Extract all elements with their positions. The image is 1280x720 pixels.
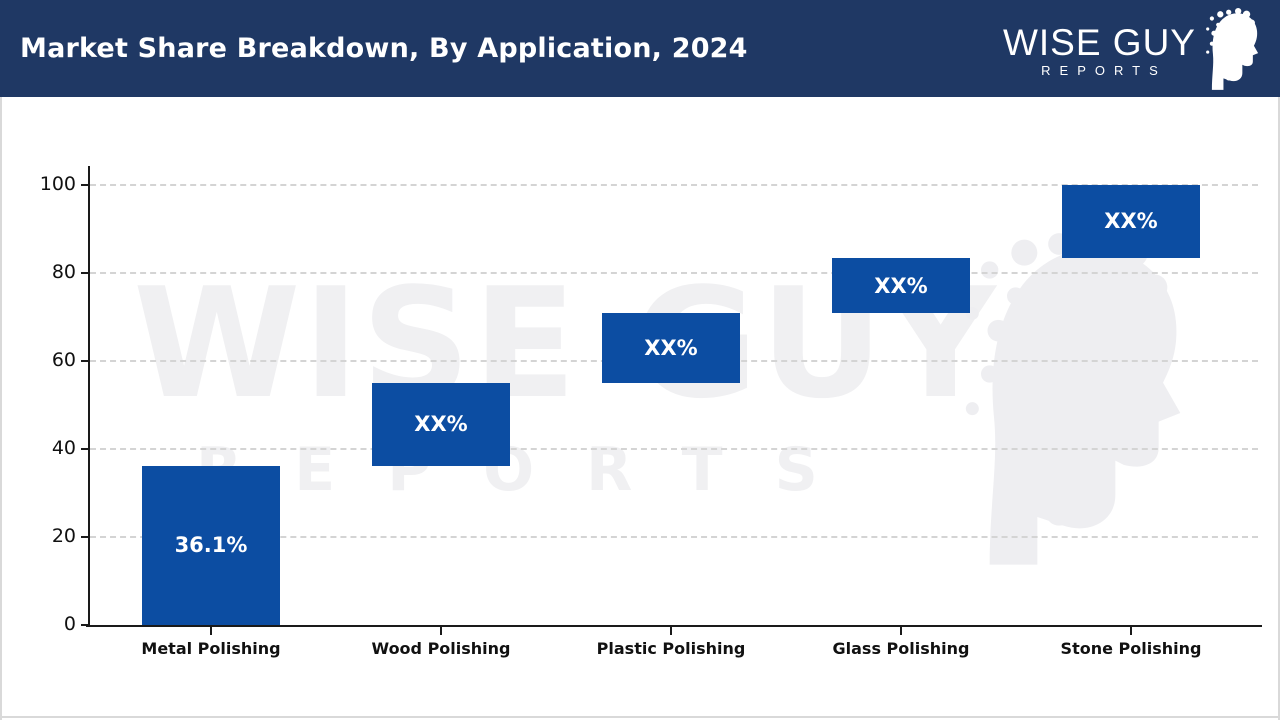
y-axis: [88, 166, 90, 627]
logo-text: WISE GUY REPORTS: [1003, 24, 1196, 77]
bar-metal-polishing: 36.1%: [142, 465, 280, 625]
bar-stone-polishing: XX%: [1062, 184, 1200, 259]
y-tick-label: 40: [51, 436, 76, 459]
y-tick: [81, 535, 90, 538]
bar-glass-polishing: XX%: [832, 258, 970, 314]
y-tick: [81, 359, 90, 362]
bar-value-label: XX%: [644, 335, 698, 360]
header-bar: Market Share Breakdown, By Application, …: [0, 0, 1280, 97]
gridline: [90, 447, 1258, 450]
logo-subtitle: REPORTS: [1041, 62, 1167, 78]
bar-plastic-polishing: XX%: [602, 313, 740, 383]
y-tick-label: 100: [39, 172, 76, 195]
y-tick-label: 80: [51, 260, 76, 283]
x-tick-label-wood-polishing: Wood Polishing: [371, 639, 511, 658]
page-border-right: [1278, 97, 1280, 720]
x-tick-label-plastic-polishing: Plastic Polishing: [596, 639, 746, 658]
y-tick: [81, 271, 90, 274]
x-tick: [210, 627, 212, 635]
x-tick: [440, 627, 442, 635]
x-tick: [900, 627, 902, 635]
watermark-head-icon: [965, 226, 1181, 565]
wise-guy-logo: WISE GUY REPORTS: [1003, 6, 1268, 94]
wise-guy-head-icon: [1206, 8, 1259, 90]
y-tick-label: 0: [63, 613, 76, 635]
bar-value-label: XX%: [1104, 209, 1158, 234]
bar-value-label: XX%: [874, 273, 928, 298]
y-tick: [81, 447, 90, 450]
bar-value-label: 36.1%: [174, 533, 248, 558]
gridline: [90, 271, 1258, 274]
x-tick-label-stone-polishing: Stone Polishing: [1060, 639, 1202, 658]
gridline: [90, 535, 1258, 538]
y-tick: [81, 624, 90, 626]
y-tick-label: 20: [51, 524, 76, 547]
y-tick: [81, 183, 90, 186]
x-axis: [86, 625, 1262, 627]
x-tick-label-metal-polishing: Metal Polishing: [141, 639, 281, 658]
x-tick: [1130, 627, 1132, 635]
page-title: Market Share Breakdown, By Application, …: [20, 33, 748, 64]
y-tick-label: 60: [51, 348, 76, 371]
page-border-left: [0, 97, 2, 720]
page-border-bottom: [0, 716, 1280, 718]
x-tick: [670, 627, 672, 635]
logo-wordmark: WISE GUY: [1002, 21, 1196, 63]
bar-wood-polishing: XX%: [372, 382, 510, 466]
x-tick-label-glass-polishing: Glass Polishing: [832, 639, 970, 658]
bar-value-label: XX%: [414, 412, 468, 437]
gridline: [90, 183, 1258, 186]
